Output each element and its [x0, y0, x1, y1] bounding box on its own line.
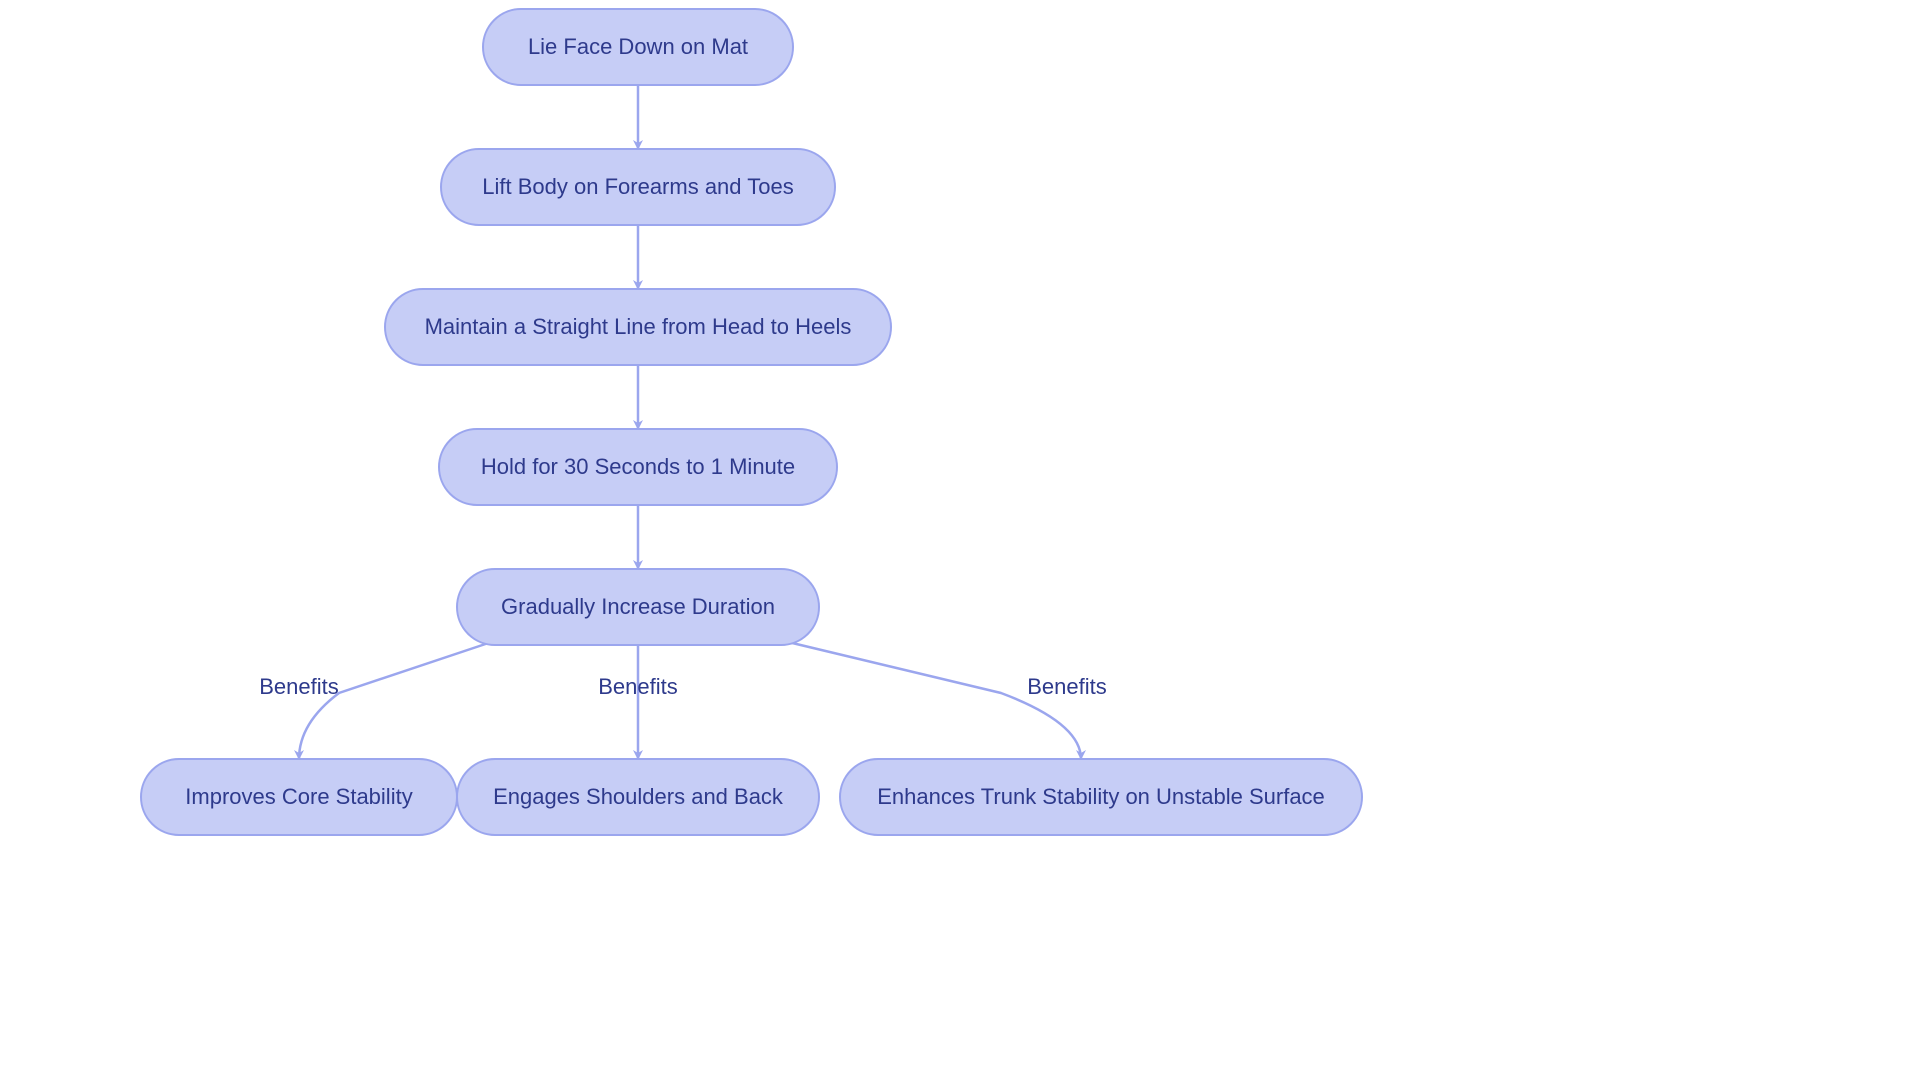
flowchart-node-label: Hold for 30 Seconds to 1 Minute	[481, 454, 795, 479]
flowchart-node-label: Lie Face Down on Mat	[528, 34, 748, 59]
flowchart-node-label: Enhances Trunk Stability on Unstable Sur…	[877, 784, 1325, 809]
flowchart-edge	[776, 639, 1081, 759]
flowchart-node-label: Gradually Increase Duration	[501, 594, 775, 619]
flowchart-node-label: Lift Body on Forearms and Toes	[482, 174, 793, 199]
flowchart-edge-label: Benefits	[1027, 674, 1107, 699]
flowchart-node-label: Engages Shoulders and Back	[493, 784, 784, 809]
flowchart-canvas: Lie Face Down on Mat Lift Body on Forearm…	[0, 0, 1920, 1083]
flowchart-node-label: Improves Core Stability	[185, 784, 412, 809]
flowchart-edge	[299, 639, 500, 759]
flowchart-node-label: Maintain a Straight Line from Head to He…	[425, 314, 852, 339]
flowchart-edge-label: Benefits	[598, 674, 678, 699]
flowchart-edge-label: Benefits	[259, 674, 339, 699]
